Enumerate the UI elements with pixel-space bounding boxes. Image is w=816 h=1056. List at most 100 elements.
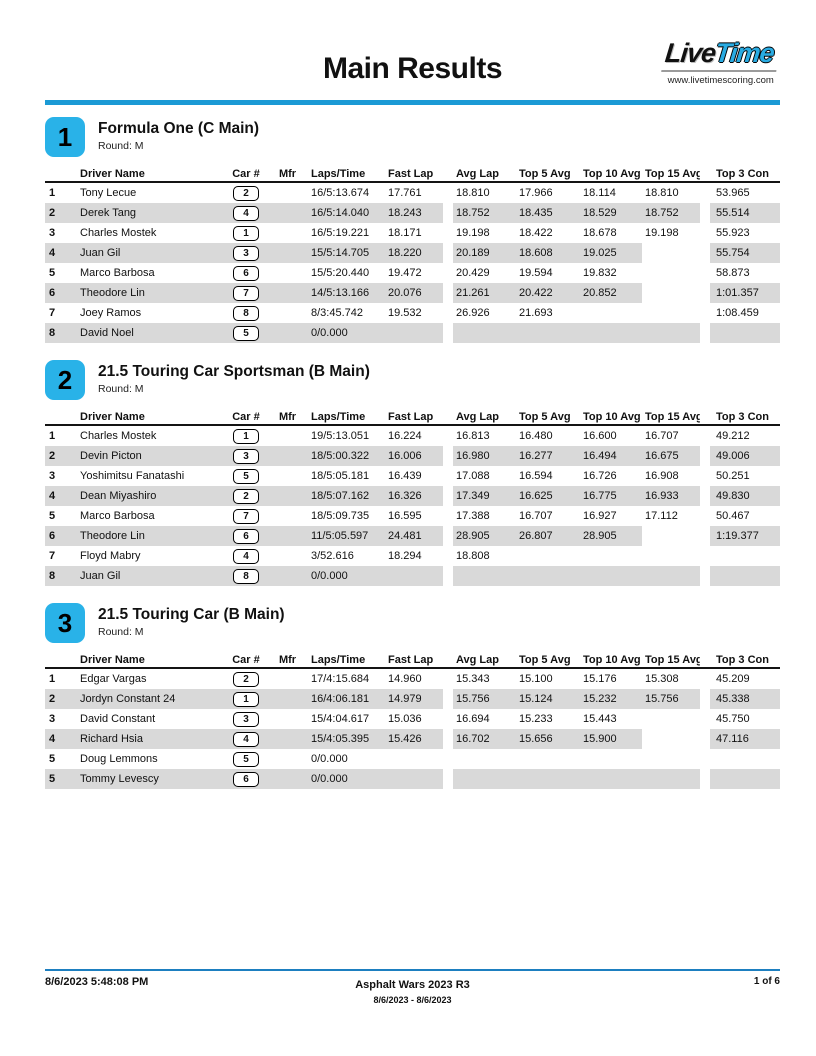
car-number-cell: 2 [225, 486, 267, 506]
mfr-cell [267, 749, 308, 769]
footer-event-name: Asphalt Wars 2023 R3 [355, 979, 470, 991]
top10-avg-cell [580, 769, 642, 789]
race-section: 2 21.5 Touring Car Sportsman (B Main) Ro… [45, 360, 780, 586]
car-number-cell: 6 [225, 769, 267, 789]
top10-avg-cell: 15.443 [583, 713, 617, 725]
top15-avg-cell: 16.707 [645, 430, 679, 442]
laps-time-cell: 15/4:04.617 [311, 713, 370, 725]
result-row: 8 David Noel 5 0/0.000 [45, 323, 780, 343]
race-section: 1 Formula One (C Main) Round: M Driver N… [45, 117, 780, 343]
car-number-cell: 4 [225, 729, 267, 749]
column-gutter [700, 323, 710, 343]
finish-position: 6 [45, 526, 75, 546]
column-gutter [443, 749, 453, 769]
driver-name: Theodore Lin [75, 283, 225, 303]
finish-position: 4 [45, 243, 75, 263]
top15-avg-cell [642, 709, 700, 729]
top5-avg-cell: 21.693 [519, 307, 553, 319]
column-gutter [700, 669, 710, 689]
finish-position: 7 [49, 550, 56, 562]
top10-avg-cell: 16.927 [583, 510, 617, 522]
top5-avg-cell: 18.608 [516, 243, 580, 263]
avg-lap-cell: 16.694 [456, 713, 490, 725]
avg-lap-cell: 28.905 [453, 526, 516, 546]
car-number-badge: 2 [233, 186, 259, 201]
results-table: Driver Name Car # Mfr Laps/Time Fast Lap… [45, 653, 780, 789]
table-rows: 1 Tony Lecue 2 16/5:13.674 17.761 18.810… [45, 183, 780, 343]
finish-position: 1 [49, 430, 56, 442]
car-number-cell: 3 [225, 243, 267, 263]
laps-time-cell: 19/5:13.051 [311, 430, 370, 442]
car-number-cell: 6 [225, 526, 267, 546]
laps-time-cell: 16/4:06.181 [308, 689, 385, 709]
result-row: 4 Juan Gil 3 15/5:14.705 18.220 20.189 1… [45, 243, 780, 263]
section-header: 1 Formula One (C Main) Round: M [45, 117, 780, 157]
top10-avg-cell: 16.600 [583, 430, 617, 442]
top3-con-cell: 47.116 [710, 729, 780, 749]
finish-position: 6 [45, 283, 75, 303]
car-number-badge: 6 [233, 529, 259, 544]
top15-avg-cell [642, 243, 700, 263]
driver-name: Jordyn Constant 24 [75, 689, 225, 709]
result-row: 5 Tommy Levescy 6 0/0.000 [45, 769, 780, 789]
avg-lap-cell [453, 566, 516, 586]
top3-con-cell: 55.514 [710, 203, 780, 223]
car-number-badge: 4 [233, 732, 259, 747]
column-gutter [700, 729, 710, 749]
table-rows: 1 Edgar Vargas 2 17/4:15.684 14.960 15.3… [45, 669, 780, 789]
report-header: Main Results LiveTime www.livetimescorin… [45, 0, 780, 100]
fast-lap-cell: 18.171 [388, 227, 422, 239]
laps-time-cell: 8/3:45.742 [311, 307, 363, 319]
section-number-badge: 2 [45, 360, 85, 400]
top3-con-cell: 1:08.459 [716, 307, 759, 319]
top3-con-cell: 49.006 [710, 446, 780, 466]
top15-avg-cell [642, 546, 700, 566]
mfr-cell [267, 466, 308, 486]
col-header-mfr: Mfr [278, 411, 297, 423]
driver-name: Theodore Lin [75, 526, 225, 546]
top5-avg-cell [516, 769, 580, 789]
top3-con-cell [710, 566, 780, 586]
col-header-position [45, 410, 75, 424]
column-gutter [700, 653, 710, 667]
logo-live-word: Live [664, 38, 718, 68]
column-gutter [700, 689, 710, 709]
top10-avg-cell: 15.176 [583, 673, 617, 685]
column-gutter [700, 526, 710, 546]
fast-lap-cell: 18.243 [385, 203, 443, 223]
top15-avg-cell [642, 263, 700, 283]
car-number-cell: 7 [225, 283, 267, 303]
top10-avg-cell: 28.905 [580, 526, 642, 546]
driver-name: Edgar Vargas [80, 673, 147, 685]
col-header-driver-name: Driver Name [80, 168, 145, 180]
col-header-top10-avg: Top 10 Avg [583, 168, 641, 180]
mfr-cell [267, 183, 308, 203]
top5-avg-cell: 16.625 [516, 486, 580, 506]
mfr-cell [267, 223, 308, 243]
fast-lap-cell: 14.960 [388, 673, 422, 685]
column-gutter [700, 183, 710, 203]
fast-lap-cell: 16.326 [385, 486, 443, 506]
column-gutter [443, 426, 453, 446]
car-number-badge: 1 [233, 429, 259, 444]
top5-avg-cell: 17.966 [519, 187, 553, 199]
report-footer: 8/6/2023 5:48:08 PM Asphalt Wars 2023 R3… [45, 969, 780, 1005]
col-header-top3-con: Top 3 Con [716, 654, 769, 666]
section-header: 3 21.5 Touring Car (B Main) Round: M [45, 603, 780, 643]
race-round-label: Round: M [98, 140, 144, 152]
car-number-cell: 5 [225, 323, 267, 343]
top5-avg-cell: 26.807 [516, 526, 580, 546]
driver-name: Tommy Levescy [75, 769, 225, 789]
laps-time-cell: 16/5:14.040 [308, 203, 385, 223]
top15-avg-cell [642, 323, 700, 343]
fast-lap-cell: 16.224 [388, 430, 422, 442]
avg-lap-cell: 17.349 [453, 486, 516, 506]
mfr-cell [267, 426, 308, 446]
avg-lap-cell: 17.088 [456, 470, 490, 482]
result-row: 3 Charles Mostek 1 16/5:19.221 18.171 19… [45, 223, 780, 243]
avg-lap-cell: 16.702 [453, 729, 516, 749]
top15-avg-cell: 15.308 [645, 673, 679, 685]
laps-time-cell: 18/5:00.322 [308, 446, 385, 466]
race-class-title: 21.5 Touring Car (B Main) [98, 606, 285, 623]
